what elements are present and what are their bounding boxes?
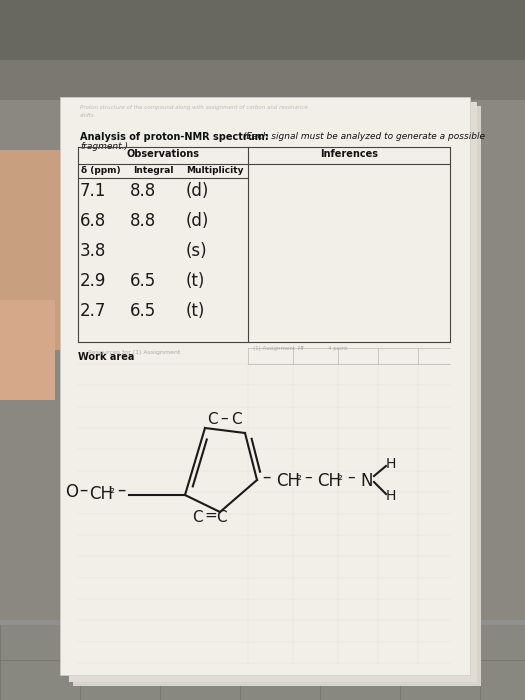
Text: (s): (s) <box>186 242 207 260</box>
Text: (t): (t) <box>186 272 205 290</box>
Text: –: – <box>304 470 312 485</box>
Text: =: = <box>205 508 217 522</box>
Text: (Each signal must be analyzed to generate a possible: (Each signal must be analyzed to generat… <box>240 132 485 141</box>
Text: 3.8: 3.8 <box>80 242 107 260</box>
Text: ₂: ₂ <box>296 470 301 483</box>
Text: 8.8: 8.8 <box>130 212 156 230</box>
Text: O: O <box>65 483 78 501</box>
Bar <box>0 0 525 60</box>
Text: shifts: shifts <box>80 113 94 118</box>
Text: C: C <box>207 412 218 428</box>
Text: –: – <box>79 481 87 499</box>
Text: 2.7: 2.7 <box>80 302 107 320</box>
Text: Mf: Mf <box>298 346 304 351</box>
Text: CH: CH <box>317 472 341 490</box>
Text: H: H <box>386 457 396 471</box>
Text: N: N <box>360 472 373 490</box>
Text: Observations: Observations <box>127 149 200 159</box>
Text: Multiplicity: Multiplicity <box>186 166 244 175</box>
Text: C: C <box>231 412 242 428</box>
FancyBboxPatch shape <box>73 106 481 686</box>
Text: –: – <box>220 410 228 426</box>
Text: 6.8: 6.8 <box>80 212 106 230</box>
Text: 6.5: 6.5 <box>130 302 156 320</box>
Text: 8.8: 8.8 <box>130 182 156 200</box>
Bar <box>0 60 525 100</box>
Text: Work area: Work area <box>78 352 134 362</box>
Text: Resources for (1) Assignment: Resources for (1) Assignment <box>88 350 181 355</box>
Text: 6.5: 6.5 <box>130 272 156 290</box>
Text: –: – <box>117 481 125 499</box>
Text: (d): (d) <box>186 212 209 230</box>
Text: C: C <box>193 510 203 524</box>
Bar <box>0 625 525 700</box>
Text: 4 point: 4 point <box>328 346 347 351</box>
Text: 7.1: 7.1 <box>80 182 107 200</box>
Text: ₂: ₂ <box>109 483 114 496</box>
Text: –: – <box>347 470 354 485</box>
Text: Integral: Integral <box>133 166 173 175</box>
Bar <box>0 620 525 700</box>
Bar <box>0 150 60 350</box>
Text: δ (ppm): δ (ppm) <box>81 166 121 175</box>
FancyBboxPatch shape <box>69 102 477 682</box>
Text: Inferences: Inferences <box>320 149 378 159</box>
Text: fragment.): fragment.) <box>80 142 128 151</box>
Text: (d): (d) <box>186 182 209 200</box>
Text: CH: CH <box>89 485 113 503</box>
Text: 2.9: 2.9 <box>80 272 107 290</box>
Text: –: – <box>262 468 270 486</box>
Text: (t): (t) <box>186 302 205 320</box>
FancyBboxPatch shape <box>60 97 470 675</box>
Bar <box>0 0 525 100</box>
Text: Proton structure of the compound along with assignment of carbon and resonance: Proton structure of the compound along w… <box>80 105 308 110</box>
Text: ₂: ₂ <box>337 470 342 483</box>
Bar <box>0 300 55 400</box>
Text: (1) Assignment: (1) Assignment <box>253 346 295 351</box>
Text: H: H <box>386 489 396 503</box>
Text: CH: CH <box>276 472 300 490</box>
Text: Analysis of proton-NMR spectrum:: Analysis of proton-NMR spectrum: <box>80 132 269 142</box>
Text: C: C <box>216 510 227 524</box>
